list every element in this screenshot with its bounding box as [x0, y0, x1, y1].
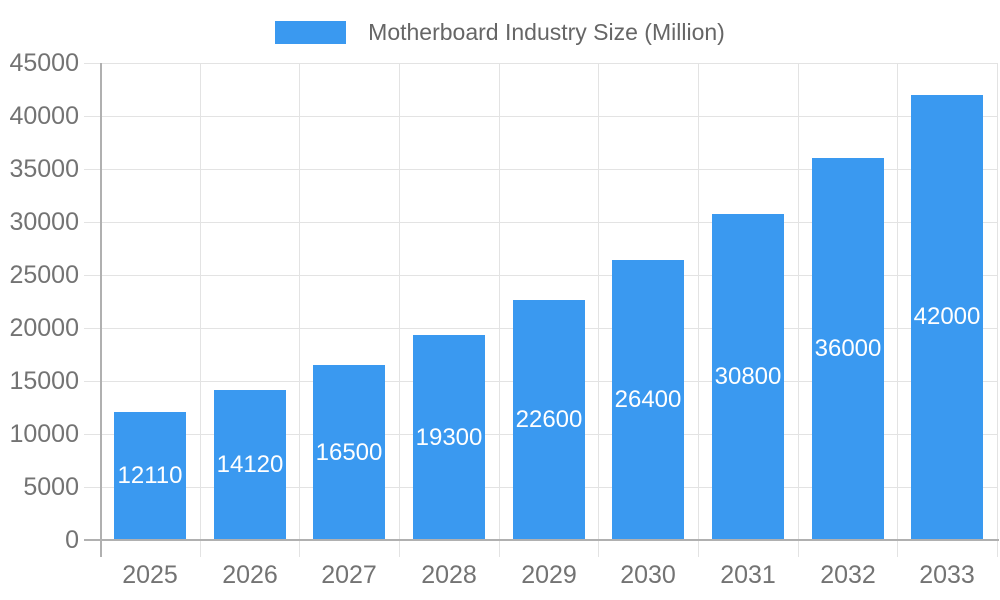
x-tick-label: 2033 — [919, 561, 975, 589]
x-gridline — [200, 63, 201, 557]
y-tick-label: 25000 — [9, 261, 79, 289]
bar-value-label: 26400 — [614, 386, 682, 413]
x-gridline — [897, 63, 898, 557]
x-gridline — [299, 63, 300, 557]
bar — [214, 390, 286, 539]
y-gridline — [84, 275, 997, 276]
bar-value-label: 36000 — [814, 335, 882, 362]
x-gridline — [598, 63, 599, 557]
bar — [413, 335, 485, 539]
y-tick-label: 15000 — [9, 367, 79, 395]
x-tick-label: 2028 — [421, 561, 477, 589]
bar — [612, 260, 684, 539]
y-tick-label: 35000 — [9, 155, 79, 183]
x-tick-label: 2026 — [222, 561, 278, 589]
y-gridline — [84, 222, 997, 223]
y-gridline — [84, 116, 997, 117]
bar — [513, 300, 585, 539]
bar — [812, 158, 884, 539]
y-tick-label: 45000 — [9, 49, 79, 77]
y-tick-label: 30000 — [9, 208, 79, 236]
x-tick-label: 2031 — [720, 561, 776, 589]
bar-value-label: 30800 — [714, 363, 782, 390]
bar-value-label: 19300 — [415, 424, 483, 451]
bar — [313, 365, 385, 539]
x-gridline — [997, 63, 998, 557]
legend-item[interactable]: Motherboard Industry Size (Million) — [0, 17, 1000, 47]
x-gridline — [399, 63, 400, 557]
x-tick-label: 2029 — [521, 561, 577, 589]
x-tick-label: 2025 — [122, 561, 178, 589]
bar-value-label: 16500 — [315, 439, 383, 466]
y-tick-label: 20000 — [9, 314, 79, 342]
bar-value-label: 42000 — [913, 303, 981, 330]
x-gridline — [798, 63, 799, 557]
y-tick-label: 40000 — [9, 102, 79, 130]
bar — [911, 95, 983, 539]
y-gridline — [84, 63, 997, 64]
y-gridline — [84, 169, 997, 170]
y-axis-line — [100, 63, 102, 557]
x-tick-label: 2030 — [620, 561, 676, 589]
x-gridline — [698, 63, 699, 557]
x-tick-label: 2027 — [321, 561, 377, 589]
legend-swatch — [275, 20, 347, 44]
bar — [712, 214, 784, 539]
y-tick-label: 0 — [65, 526, 79, 554]
bar-value-label: 22600 — [515, 406, 583, 433]
bar — [114, 412, 186, 539]
legend-label: Motherboard Industry Size (Million) — [368, 18, 725, 45]
bar-value-label: 14120 — [216, 451, 284, 478]
y-tick-label: 10000 — [9, 420, 79, 448]
bar-value-label: 12110 — [117, 462, 183, 489]
y-tick-label: 5000 — [23, 473, 79, 501]
x-tick-label: 2032 — [820, 561, 876, 589]
x-axis-line — [84, 539, 999, 541]
x-gridline — [499, 63, 500, 557]
